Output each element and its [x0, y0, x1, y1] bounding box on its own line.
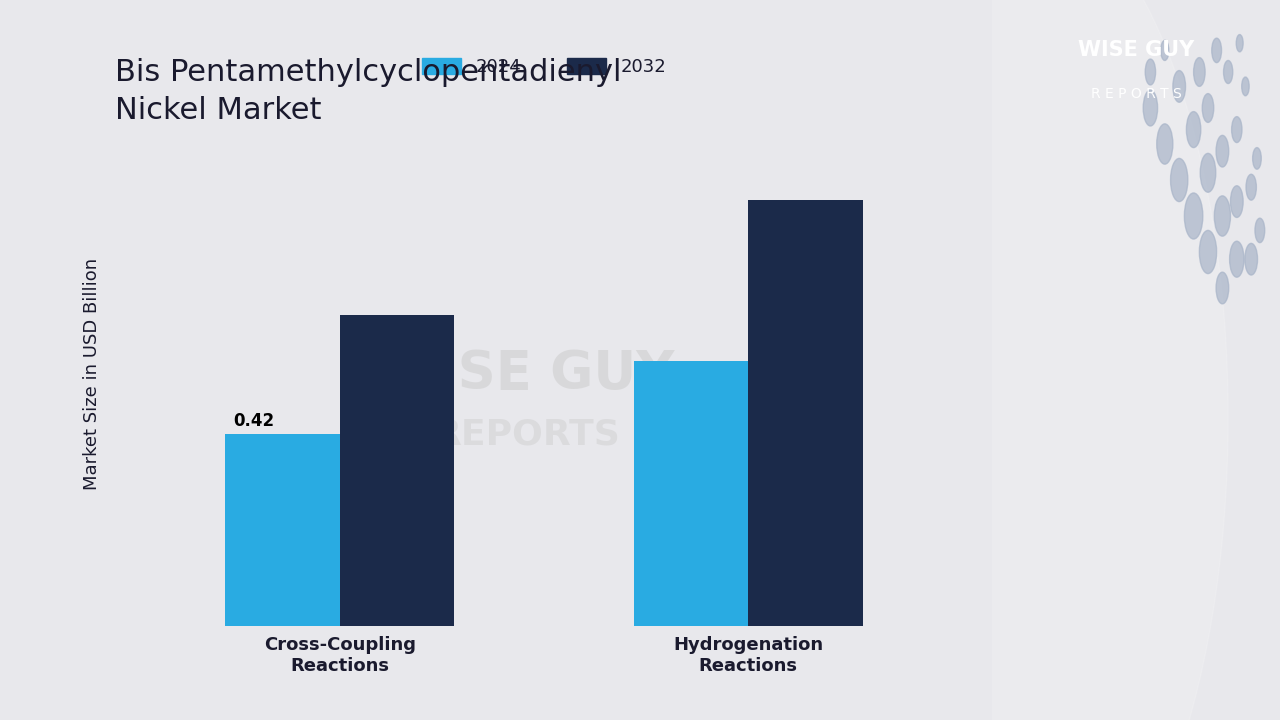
Circle shape: [1245, 174, 1257, 200]
Text: Bis Pentamethylcyclopentadienyl
Nickel Market: Bis Pentamethylcyclopentadienyl Nickel M…: [115, 58, 622, 125]
Circle shape: [1216, 135, 1229, 167]
Circle shape: [1157, 124, 1172, 164]
Circle shape: [1187, 112, 1201, 148]
Circle shape: [1242, 77, 1249, 96]
Circle shape: [1170, 158, 1188, 202]
Circle shape: [1245, 243, 1257, 275]
Circle shape: [1202, 94, 1213, 122]
Legend: 2024, 2032: 2024, 2032: [415, 51, 673, 84]
Text: WISE GUY: WISE GUY: [380, 348, 675, 400]
Circle shape: [1254, 218, 1265, 243]
Bar: [749, 200, 863, 626]
Bar: [634, 361, 749, 626]
Circle shape: [1172, 71, 1185, 102]
Circle shape: [1230, 186, 1243, 217]
Circle shape: [1236, 35, 1243, 52]
Circle shape: [1216, 272, 1229, 304]
Circle shape: [1230, 241, 1244, 277]
Circle shape: [1161, 40, 1169, 60]
Text: REPORTS: REPORTS: [434, 418, 621, 452]
Circle shape: [1199, 230, 1217, 274]
Bar: [225, 434, 339, 626]
Text: 0.42: 0.42: [234, 412, 275, 430]
Circle shape: [1215, 196, 1230, 236]
Circle shape: [814, 0, 1228, 720]
Circle shape: [1224, 60, 1233, 84]
Text: WISE GUY: WISE GUY: [1078, 40, 1194, 60]
Circle shape: [1143, 90, 1157, 126]
Y-axis label: Market Size in USD Billion: Market Size in USD Billion: [83, 258, 101, 490]
Circle shape: [1184, 193, 1203, 239]
Circle shape: [1253, 148, 1261, 169]
Bar: [339, 315, 454, 626]
Text: R E P O R T S: R E P O R T S: [1091, 86, 1181, 101]
Circle shape: [1193, 58, 1206, 86]
Circle shape: [1201, 153, 1216, 192]
Circle shape: [1212, 38, 1221, 63]
Circle shape: [1146, 59, 1156, 85]
Circle shape: [1231, 117, 1242, 143]
